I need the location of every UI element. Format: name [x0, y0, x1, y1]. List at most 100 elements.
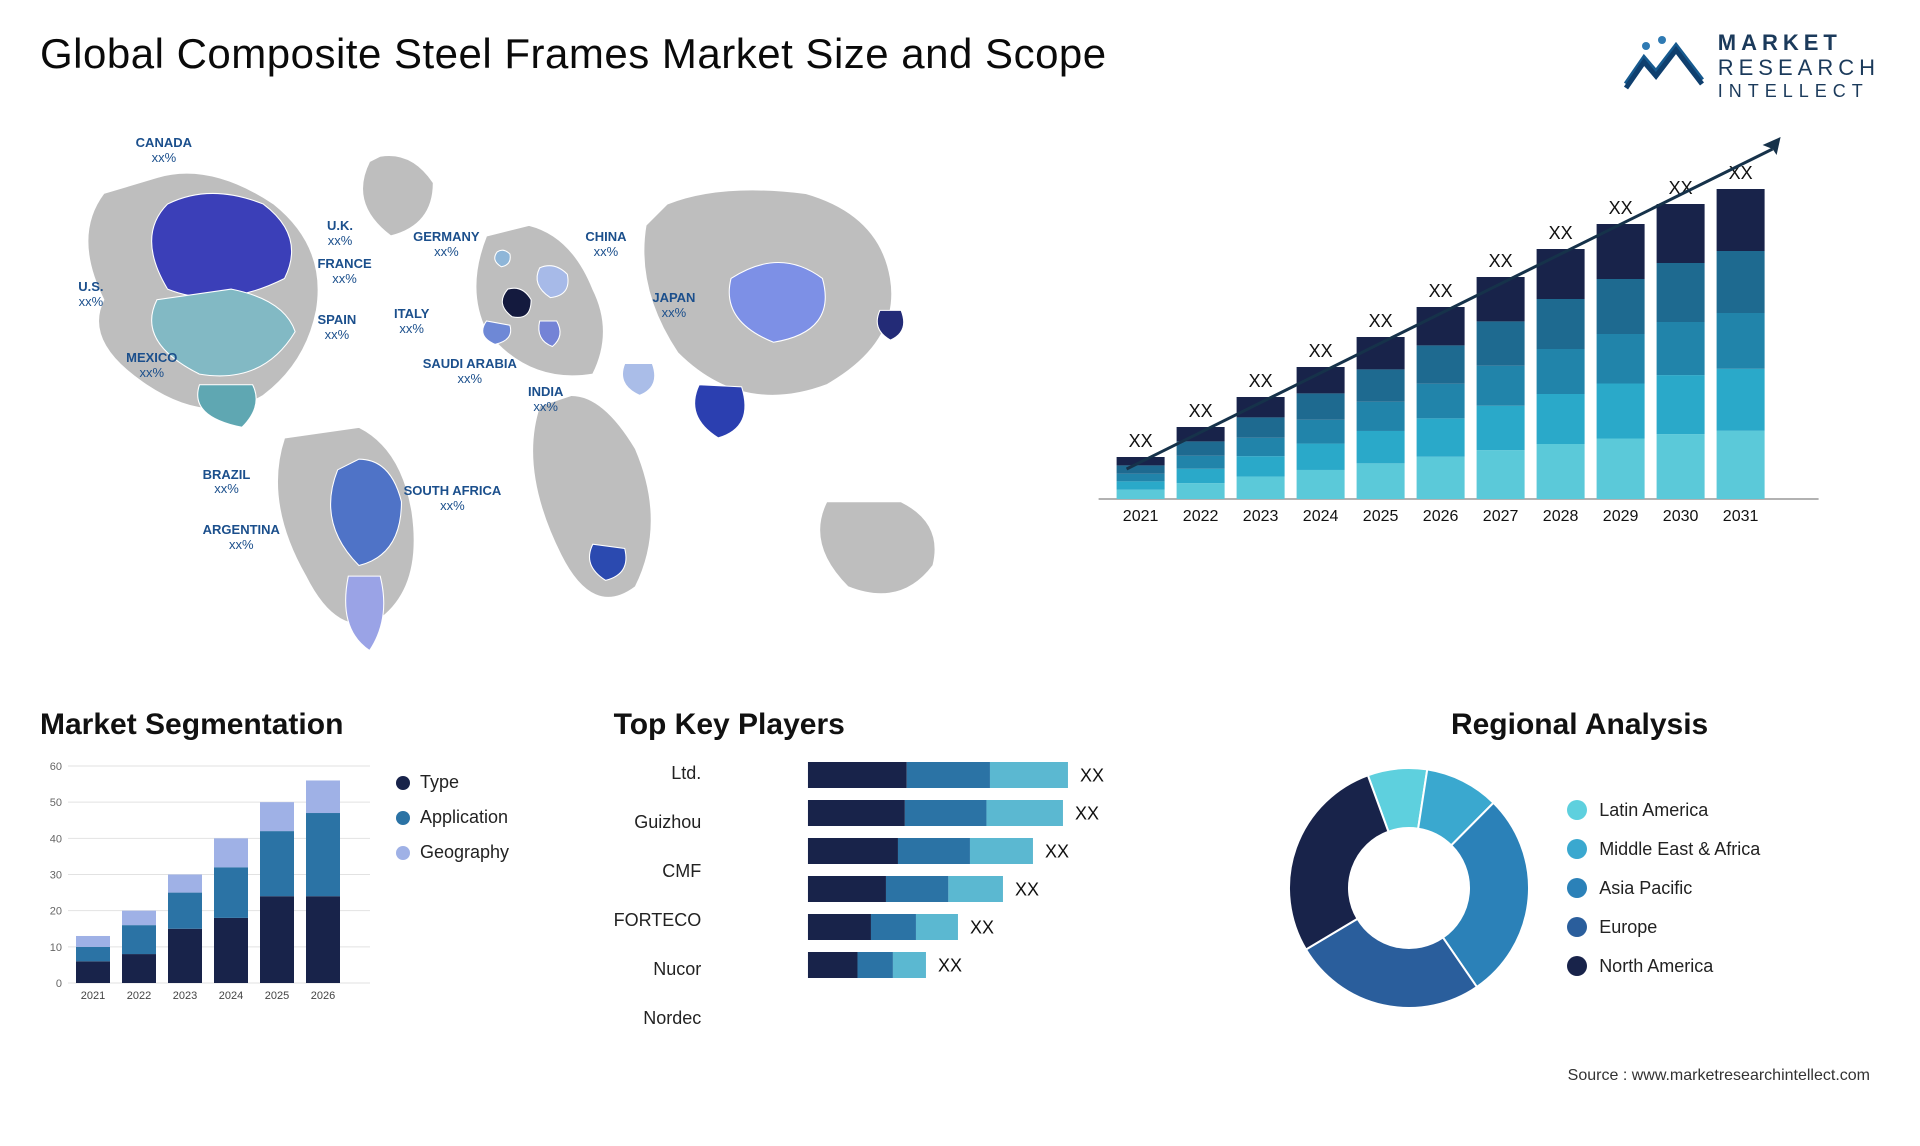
- svg-text:2025: 2025: [265, 990, 289, 1002]
- map-label-china: CHINAxx%: [585, 230, 626, 260]
- svg-text:2026: 2026: [311, 990, 335, 1002]
- legend-swatch: [396, 811, 410, 825]
- legend-label: Middle East & Africa: [1599, 839, 1760, 860]
- regional-legend-item: North America: [1567, 956, 1760, 977]
- source-url: www.marketresearchintellect.com: [1632, 1067, 1870, 1084]
- legend-swatch: [1567, 800, 1587, 820]
- svg-text:40: 40: [50, 833, 62, 845]
- svg-text:2025: 2025: [1363, 508, 1399, 525]
- logo-mark-icon: [1622, 36, 1706, 96]
- segmentation-legend-item: Application: [396, 807, 509, 828]
- legend-label: Geography: [420, 842, 509, 863]
- legend-label: Type: [420, 772, 459, 793]
- svg-text:50: 50: [50, 797, 62, 809]
- map-label-brazil: BRAZILxx%: [203, 468, 251, 498]
- player-label: Ltd.: [671, 760, 701, 786]
- map-label-france: FRANCExx%: [317, 257, 371, 287]
- source-label: Source :: [1568, 1067, 1632, 1084]
- player-label: Nordec: [643, 1005, 701, 1031]
- svg-text:2030: 2030: [1663, 508, 1699, 525]
- world-map: CANADAxx%U.S.xx%MEXICOxx%BRAZILxx%ARGENT…: [40, 119, 997, 672]
- svg-text:XX: XX: [1128, 431, 1152, 451]
- svg-text:2022: 2022: [127, 990, 151, 1002]
- svg-text:XX: XX: [1045, 842, 1069, 862]
- svg-text:2029: 2029: [1603, 508, 1639, 525]
- map-label-canada: CANADAxx%: [136, 136, 192, 166]
- svg-text:XX: XX: [970, 918, 994, 938]
- legend-swatch: [1567, 839, 1587, 859]
- logo-line1: MARKET: [1718, 30, 1880, 55]
- growth-chart-svg: XX2021XX2022XX2023XX2024XX2025XX2026XX20…: [1037, 119, 1880, 539]
- legend-swatch: [396, 776, 410, 790]
- legend-swatch: [1567, 917, 1587, 937]
- svg-text:XX: XX: [1188, 401, 1212, 421]
- key-players-chart: XXXXXXXXXXXX: [717, 758, 1239, 1018]
- svg-text:2021: 2021: [1123, 508, 1159, 525]
- svg-text:60: 60: [50, 761, 62, 773]
- svg-text:20: 20: [50, 906, 62, 918]
- svg-text:2027: 2027: [1483, 508, 1519, 525]
- regional-legend-item: Middle East & Africa: [1567, 839, 1760, 860]
- map-label-saudi-arabia: SAUDI ARABIAxx%: [423, 357, 517, 387]
- svg-text:2028: 2028: [1543, 508, 1579, 525]
- player-label: FORTECO: [614, 907, 702, 933]
- map-label-japan: JAPANxx%: [652, 291, 695, 321]
- legend-label: Application: [420, 807, 508, 828]
- key-players-labels: Ltd. Guizhou CMF FORTECO Nucor Nordec: [614, 758, 702, 1043]
- player-label: Nucor: [653, 956, 701, 982]
- legend-swatch: [1567, 956, 1587, 976]
- regional-legend-item: Asia Pacific: [1567, 878, 1760, 899]
- regional-donut-chart: [1279, 758, 1539, 1018]
- segmentation-legend-item: Geography: [396, 842, 509, 863]
- svg-text:XX: XX: [1015, 880, 1039, 900]
- player-label: CMF: [662, 858, 701, 884]
- legend-label: Europe: [1599, 917, 1657, 938]
- market-growth-chart: XX2021XX2022XX2023XX2024XX2025XX2026XX20…: [1037, 119, 1880, 672]
- svg-text:2024: 2024: [219, 990, 243, 1002]
- legend-label: Asia Pacific: [1599, 878, 1692, 899]
- segmentation-title: Market Segmentation: [40, 708, 574, 742]
- segmentation-legend-item: Type: [396, 772, 509, 793]
- regional-legend-item: Europe: [1567, 917, 1760, 938]
- map-label-south-africa: SOUTH AFRICAxx%: [404, 484, 502, 514]
- map-label-spain: SPAINxx%: [317, 313, 356, 343]
- player-label: Guizhou: [634, 809, 701, 835]
- svg-text:2024: 2024: [1303, 508, 1339, 525]
- logo-line3: INTELLECT: [1718, 81, 1880, 102]
- logo-line2: RESEARCH: [1718, 55, 1880, 80]
- svg-text:XX: XX: [1075, 804, 1099, 824]
- source-attribution: Source : www.marketresearchintellect.com: [40, 1067, 1880, 1085]
- svg-text:XX: XX: [1428, 281, 1452, 301]
- svg-text:2022: 2022: [1183, 508, 1219, 525]
- svg-text:2023: 2023: [1243, 508, 1279, 525]
- regional-legend-item: Latin America: [1567, 800, 1760, 821]
- map-label-germany: GERMANYxx%: [413, 230, 479, 260]
- svg-text:2021: 2021: [81, 990, 105, 1002]
- legend-swatch: [1567, 878, 1587, 898]
- svg-text:XX: XX: [938, 956, 962, 976]
- svg-text:2023: 2023: [173, 990, 197, 1002]
- map-label-u-s-: U.S.xx%: [78, 280, 103, 310]
- svg-text:10: 10: [50, 942, 62, 954]
- map-label-india: INDIAxx%: [528, 385, 563, 415]
- brand-logo: MARKET RESEARCH INTELLECT: [1622, 30, 1880, 101]
- map-label-argentina: ARGENTINAxx%: [203, 523, 280, 553]
- world-map-svg: [40, 119, 997, 672]
- legend-swatch: [396, 846, 410, 860]
- map-label-italy: ITALYxx%: [394, 307, 429, 337]
- segmentation-chart: 0102030405060202120222023202420252026: [40, 758, 370, 1008]
- svg-text:XX: XX: [1488, 251, 1512, 271]
- legend-label: North America: [1599, 956, 1713, 977]
- svg-text:2031: 2031: [1723, 508, 1759, 525]
- map-label-u-k-: U.K.xx%: [327, 219, 353, 249]
- svg-text:XX: XX: [1608, 198, 1632, 218]
- svg-text:XX: XX: [1548, 223, 1572, 243]
- regional-title: Regional Analysis: [1279, 708, 1880, 742]
- svg-text:XX: XX: [1308, 341, 1332, 361]
- key-players-title: Top Key Players: [614, 708, 1240, 742]
- svg-text:XX: XX: [1248, 371, 1272, 391]
- segmentation-legend: Type Application Geography: [396, 758, 509, 1008]
- legend-label: Latin America: [1599, 800, 1708, 821]
- regional-legend: Latin America Middle East & Africa Asia Pa…: [1567, 800, 1760, 977]
- svg-text:30: 30: [50, 870, 62, 882]
